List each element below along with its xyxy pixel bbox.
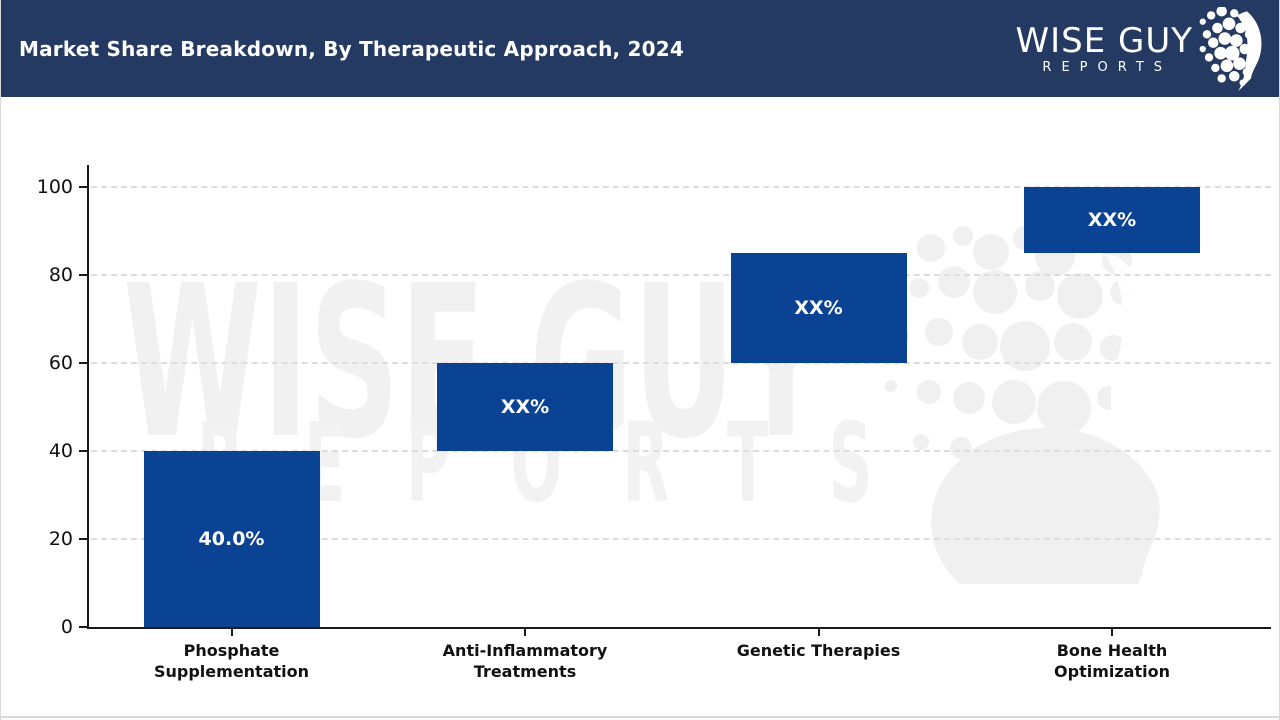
bar-value-label: 40.0% [198, 528, 265, 550]
gridline-80 [91, 274, 1271, 276]
logo-text: WISE GUY REPORTS [1015, 24, 1193, 74]
x-category-label: Anti-Inflammatory Treatments [442, 641, 608, 681]
y-axis [87, 165, 89, 629]
bar-1 [143, 451, 320, 627]
gridline-60 [91, 362, 1271, 364]
y-tick-label: 100 [36, 176, 73, 198]
y-axis-tick [79, 538, 87, 540]
x-category-label: Phosphate Supplementation [153, 641, 310, 681]
x-category-label: Genetic Therapies [736, 641, 901, 660]
logo-subtitle: REPORTS [1042, 59, 1173, 75]
x-axis-tick [524, 629, 526, 636]
gridline-100 [91, 186, 1271, 188]
header: Market Share Breakdown, By Therapeutic A… [1, 0, 1279, 97]
gridline-20 [91, 538, 1271, 540]
wise-guy-reports-logo: WISE GUY REPORTS [1015, 6, 1265, 91]
y-tick-label: 60 [48, 352, 73, 374]
y-tick-label: 20 [48, 528, 73, 550]
y-axis-tick [79, 362, 87, 364]
x-axis-tick [230, 629, 233, 636]
x-axis-tick [1111, 629, 1113, 636]
y-tick-label: 80 [48, 264, 73, 286]
page-title: Market Share Breakdown, By Therapeutic A… [19, 36, 684, 61]
bar-value-label: XX% [794, 297, 843, 319]
y-tick-label: 40 [48, 440, 73, 462]
head-dots-icon [1199, 6, 1262, 91]
bar-3 [730, 253, 907, 363]
watermark-head-dots [885, 226, 1201, 584]
logo-wordmark: WISE GUY [1015, 20, 1193, 61]
x-axis-tick [817, 629, 820, 636]
x-category-label: Bone Health Optimization [1054, 641, 1170, 681]
y-axis-tick [79, 450, 87, 452]
bar-2 [437, 363, 613, 451]
x-axis [87, 627, 1271, 629]
bottom-divider [1, 716, 1279, 718]
y-axis-tick [79, 626, 87, 628]
bar-value-label: XX% [500, 396, 550, 418]
gridline-40 [91, 450, 1271, 452]
y-tick-label: 0 [60, 616, 73, 638]
y-axis-tick [79, 274, 87, 276]
y-axis-tick [79, 186, 87, 188]
bar-value-label: XX% [1087, 209, 1137, 231]
